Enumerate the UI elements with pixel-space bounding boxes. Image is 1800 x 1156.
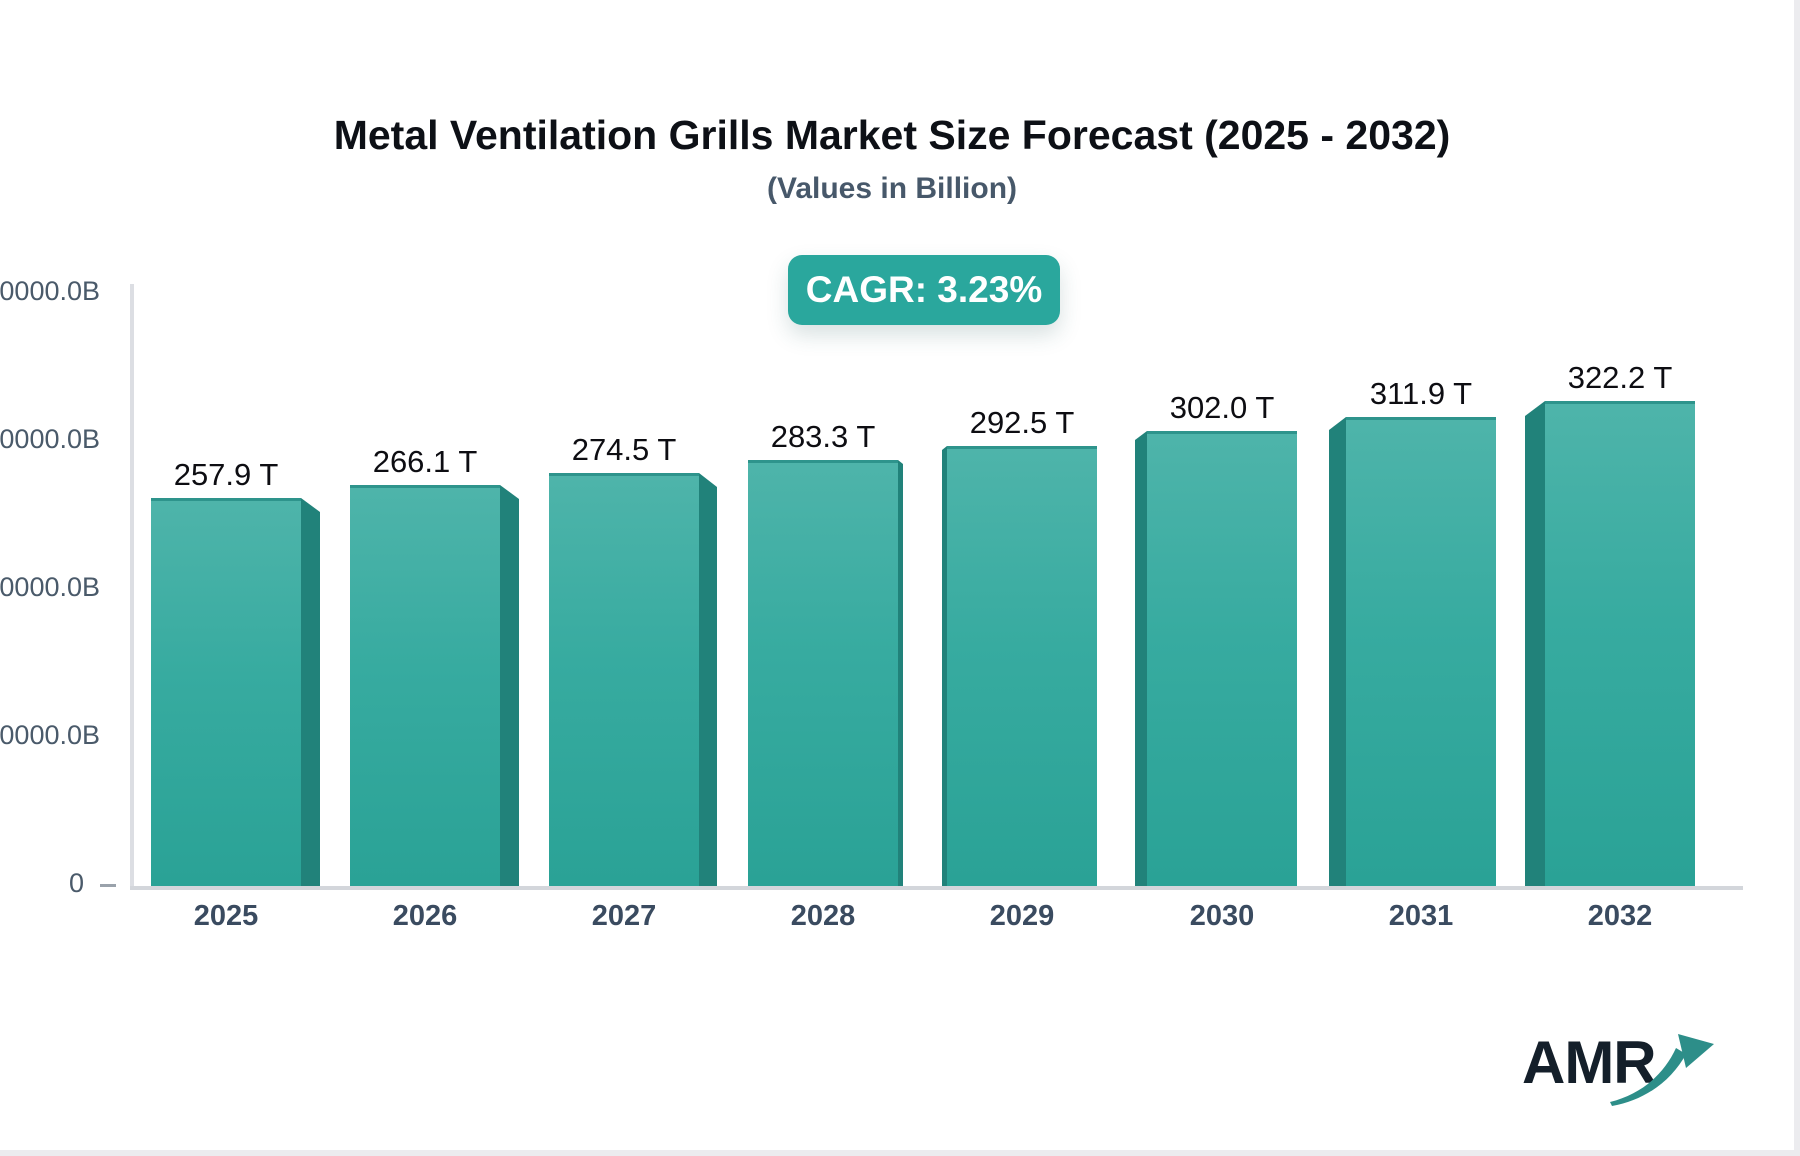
bar-side-face [301,498,320,886]
bar-2026 [350,485,500,886]
window-edge-right [1794,0,1800,1156]
chart-title: Metal Ventilation Grills Market Size For… [333,112,1451,158]
bar-2029 [947,446,1097,886]
bar-2028 [748,460,898,886]
bar-2027 [549,473,699,886]
bar-value-label: 322.2 T [1567,360,1673,395]
growth-arrow-icon [1610,1034,1714,1106]
bar-side-face [1329,417,1346,886]
bar-value-label: 257.9 T [173,457,279,492]
x-axis-label: 2029 [989,900,1055,932]
bar-value-label: 266.1 T [372,444,478,479]
bar-value-label: 274.5 T [571,432,677,467]
bar-value-label: 302.0 T [1169,390,1275,425]
y-axis-label: 0000.0B [0,720,100,750]
x-axis-label: 2030 [1189,900,1255,932]
x-axis-label: 2027 [591,900,657,932]
x-axis-line [130,886,1743,890]
y-axis-label: 0000.0B [0,424,100,454]
bar-2032 [1545,401,1695,886]
y-axis-label-zero: 0 [68,868,84,898]
chart-subtitle: (Values in Billion) [766,172,1018,205]
bar-value-label: 311.9 T [1369,376,1473,411]
bar-side-face [898,460,903,886]
bar-side-face [942,446,947,886]
cagr-badge: CAGR: 3.23% [788,255,1060,325]
x-axis-label: 2025 [193,900,259,932]
bar-2025 [151,498,301,886]
bar-side-face [500,485,519,886]
window-edge-bottom [0,1150,1800,1156]
bar-value-label: 292.5 T [969,405,1075,440]
bar-2030 [1147,431,1297,886]
bar-side-face [1135,431,1147,886]
y-axis-label: 0000.0B [0,572,100,602]
bar-value-label: 283.3 T [770,419,876,454]
x-axis-label: 2031 [1388,900,1454,932]
amr-logo-text: AMR [1522,1029,1657,1096]
x-axis-label: 2028 [790,900,856,932]
bar-side-face [1525,401,1545,886]
bar-2031 [1346,417,1496,886]
bar-side-face [699,473,717,886]
x-axis-label: 2026 [392,900,458,932]
zero-tick-mark [100,884,116,887]
amr-logo: AMR [1522,1028,1742,1118]
x-axis-label: 2032 [1587,900,1653,932]
y-axis-line [130,284,134,888]
y-axis-label: 0000.0B [0,276,100,306]
